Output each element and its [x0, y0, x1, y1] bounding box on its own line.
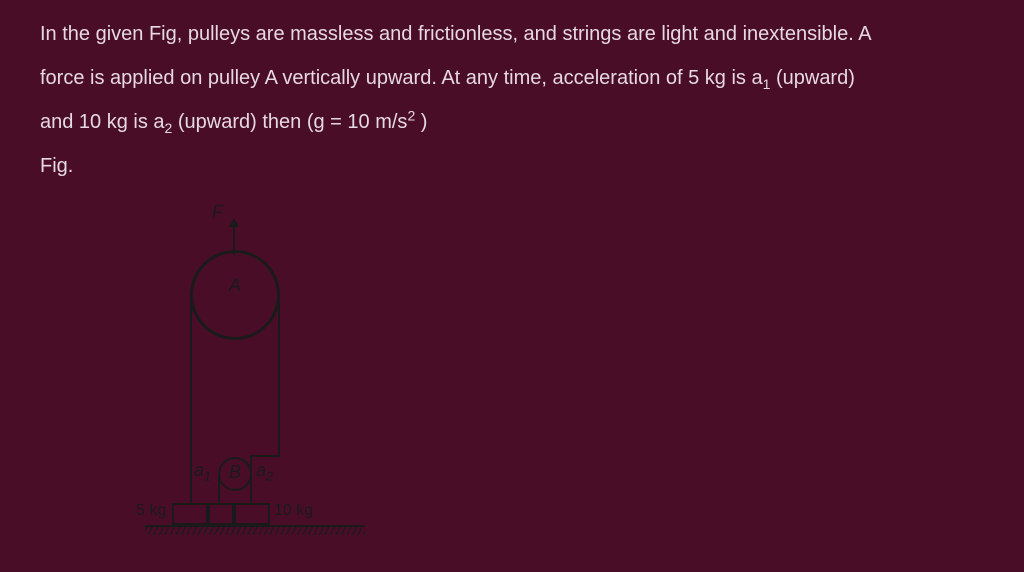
diagram: F A B a1 a2 5 kg 10 kg [130, 210, 390, 550]
label-A: A [229, 275, 241, 296]
string-right [278, 295, 280, 455]
text-line-2: force is applied on pulley A vertically … [40, 56, 1004, 100]
mass-mid-box [208, 503, 234, 525]
label-F: F [212, 202, 223, 223]
text-line-1: In the given Fig, pulleys are massless a… [40, 12, 1004, 56]
mass-5kg-box [172, 503, 208, 525]
label-B: B [229, 462, 241, 483]
problem-text: In the given Fig, pulleys are massless a… [0, 0, 1024, 188]
string-right-bend-h [250, 455, 280, 457]
ground-hatching [145, 527, 365, 535]
mass-10kg-box [234, 503, 270, 525]
string-left [190, 295, 192, 505]
fig-label: Fig. [40, 144, 1004, 188]
label-10kg: 10 kg [274, 502, 313, 520]
label-a1: a1 [194, 460, 211, 484]
label-5kg: 5 kg [136, 502, 166, 520]
label-a2: a2 [256, 460, 273, 484]
text-line-3: and 10 kg is a2 (upward) then (g = 10 m/… [40, 100, 1004, 144]
ground-line [145, 525, 365, 535]
